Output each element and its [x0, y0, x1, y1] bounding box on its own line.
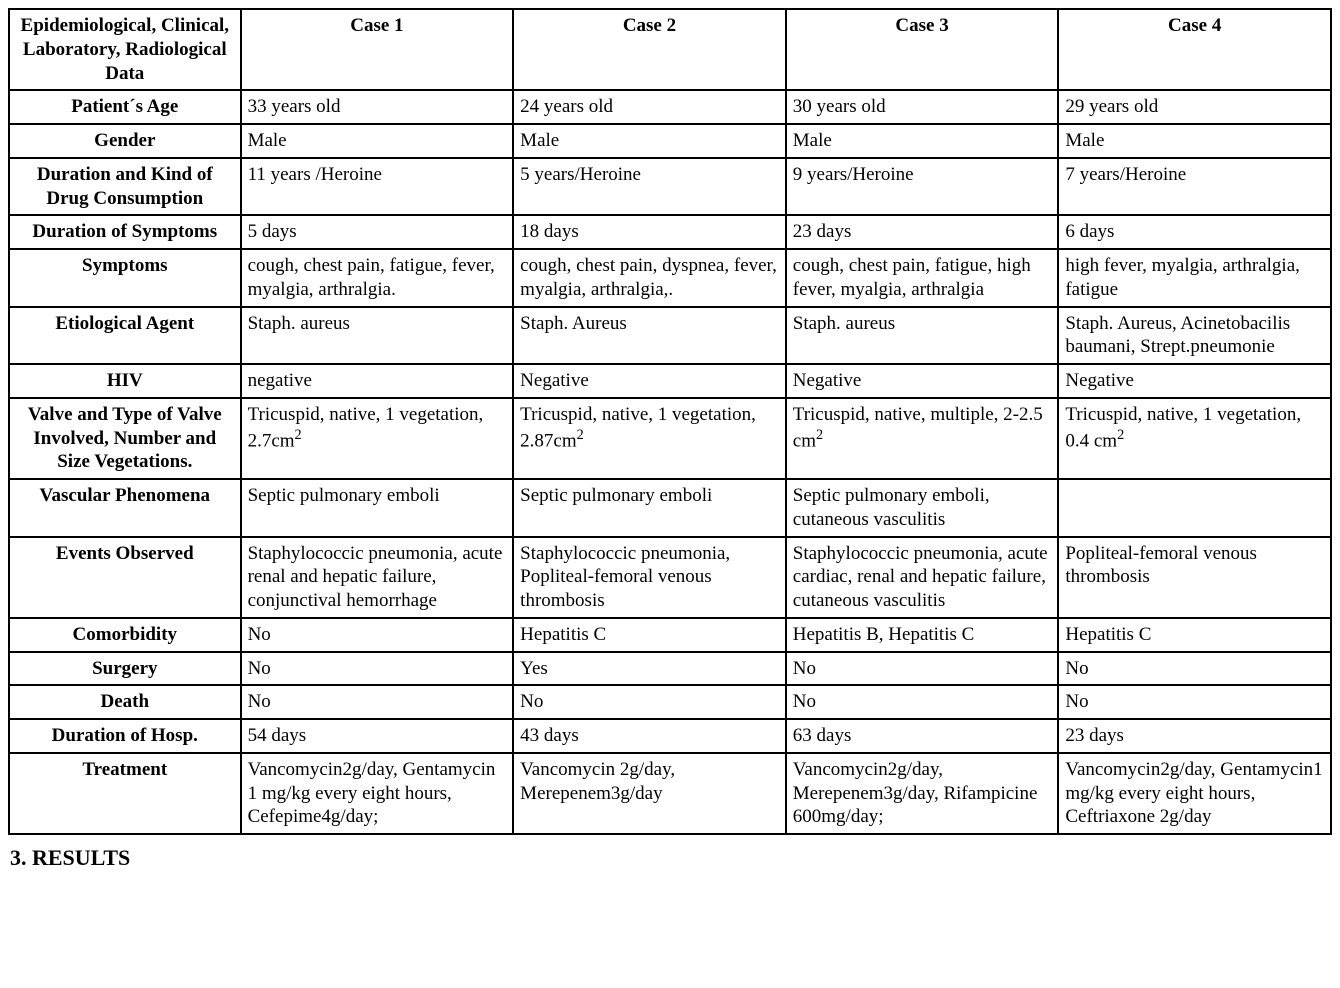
table-cell: No — [241, 685, 514, 719]
row-label: Valve and Type of Valve Involved, Number… — [9, 398, 241, 479]
table-cell: No — [1058, 652, 1331, 686]
table-cell: Staphylococcic pneumonia, acute renal an… — [241, 537, 514, 618]
table-cell: 9 years/Heroine — [786, 158, 1059, 216]
table-cell: Tricuspid, native, multiple, 2-2.5 cm2 — [786, 398, 1059, 479]
table-cell: Vancomycin2g/day, Gentamycin 1 mg/kg eve… — [241, 753, 514, 834]
table-cell: Staph. Aureus, Acinetobacilis baumani, S… — [1058, 307, 1331, 365]
table-cell: Septic pulmonary emboli, cutaneous vascu… — [786, 479, 1059, 537]
table-cell: Male — [513, 124, 786, 158]
table-body: Patient´s Age33 years old24 years old30 … — [9, 90, 1331, 834]
table-row: SurgeryNoYesNoNo — [9, 652, 1331, 686]
table-cell: Negative — [513, 364, 786, 398]
table-cell: No — [241, 618, 514, 652]
table-cell: cough, chest pain, dyspnea, fever, myalg… — [513, 249, 786, 307]
col-header-case4: Case 4 — [1058, 9, 1331, 90]
table-cell: 54 days — [241, 719, 514, 753]
row-label: Death — [9, 685, 241, 719]
table-row: Valve and Type of Valve Involved, Number… — [9, 398, 1331, 479]
row-label: Etiological Agent — [9, 307, 241, 365]
table-cell: 5 days — [241, 215, 514, 249]
clinical-cases-table: Epidemiological, Clinical, Laboratory, R… — [8, 8, 1332, 835]
table-header-row: Epidemiological, Clinical, Laboratory, R… — [9, 9, 1331, 90]
table-cell: Septic pulmonary emboli — [241, 479, 514, 537]
row-label: Duration and Kind of Drug Consumption — [9, 158, 241, 216]
table-cell: Staph. aureus — [241, 307, 514, 365]
table-cell: 63 days — [786, 719, 1059, 753]
table-row: Etiological AgentStaph. aureusStaph. Aur… — [9, 307, 1331, 365]
table-cell: 6 days — [1058, 215, 1331, 249]
col-header-data: Epidemiological, Clinical, Laboratory, R… — [9, 9, 241, 90]
table-cell: Male — [1058, 124, 1331, 158]
table-cell: Negative — [786, 364, 1059, 398]
table-cell: No — [786, 685, 1059, 719]
table-row: DeathNoNoNoNo — [9, 685, 1331, 719]
table-cell: Hepatitis C — [513, 618, 786, 652]
table-cell: cough, chest pain, fatigue, high fever, … — [786, 249, 1059, 307]
table-row: Vascular PhenomenaSeptic pulmonary embol… — [9, 479, 1331, 537]
table-row: Duration of Hosp.54 days43 days63 days23… — [9, 719, 1331, 753]
table-cell: No — [1058, 685, 1331, 719]
table-cell: 23 days — [1058, 719, 1331, 753]
table-cell: Vancomycin 2g/day, Merepenem3g/day — [513, 753, 786, 834]
row-label: HIV — [9, 364, 241, 398]
table-cell: Popliteal-femoral venous thrombosis — [1058, 537, 1331, 618]
table-cell: Tricuspid, native, 1 vegetation, 2.87cm2 — [513, 398, 786, 479]
table-cell: Staphylococcic pneumonia, Popliteal-femo… — [513, 537, 786, 618]
section-heading-results: 3. RESULTS — [10, 845, 1332, 871]
table-cell: 18 days — [513, 215, 786, 249]
row-label: Surgery — [9, 652, 241, 686]
table-cell: Septic pulmonary emboli — [513, 479, 786, 537]
table-row: Symptomscough, chest pain, fatigue, feve… — [9, 249, 1331, 307]
table-row: ComorbidityNoHepatitis CHepatitis B, Hep… — [9, 618, 1331, 652]
table-cell: 11 years /Heroine — [241, 158, 514, 216]
table-cell: Tricuspid, native, 1 vegetation, 2.7cm2 — [241, 398, 514, 479]
table-cell: 23 days — [786, 215, 1059, 249]
table-cell: 43 days — [513, 719, 786, 753]
table-row: Duration of Symptoms5 days18 days23 days… — [9, 215, 1331, 249]
row-label: Comorbidity — [9, 618, 241, 652]
table-cell: 30 years old — [786, 90, 1059, 124]
table-cell: No — [241, 652, 514, 686]
table-cell: No — [786, 652, 1059, 686]
table-cell: Hepatitis B, Hepatitis C — [786, 618, 1059, 652]
col-header-case2: Case 2 — [513, 9, 786, 90]
table-cell: Staphylococcic pneumonia, acute cardiac,… — [786, 537, 1059, 618]
table-row: Duration and Kind of Drug Consumption11 … — [9, 158, 1331, 216]
table-cell: Negative — [1058, 364, 1331, 398]
row-label: Duration of Symptoms — [9, 215, 241, 249]
table-cell: high fever, myalgia, arthralgia, fatigue — [1058, 249, 1331, 307]
row-label: Gender — [9, 124, 241, 158]
table-row: Events ObservedStaphylococcic pneumonia,… — [9, 537, 1331, 618]
table-cell: 29 years old — [1058, 90, 1331, 124]
table-cell: Staph. aureus — [786, 307, 1059, 365]
table-cell: 33 years old — [241, 90, 514, 124]
table-cell: Vancomycin2g/day, Gentamycin1 mg/kg ever… — [1058, 753, 1331, 834]
table-cell: Vancomycin2g/day, Merepenem3g/day, Rifam… — [786, 753, 1059, 834]
table-cell: Tricuspid, native, 1 vegetation, 0.4 cm2 — [1058, 398, 1331, 479]
table-cell: negative — [241, 364, 514, 398]
row-label: Symptoms — [9, 249, 241, 307]
table-row: Patient´s Age33 years old24 years old30 … — [9, 90, 1331, 124]
table-cell: 5 years/Heroine — [513, 158, 786, 216]
table-row: TreatmentVancomycin2g/day, Gentamycin 1 … — [9, 753, 1331, 834]
table-cell: Male — [241, 124, 514, 158]
row-label: Duration of Hosp. — [9, 719, 241, 753]
col-header-case1: Case 1 — [241, 9, 514, 90]
table-cell: Staph. Aureus — [513, 307, 786, 365]
table-cell: Yes — [513, 652, 786, 686]
row-label: Vascular Phenomena — [9, 479, 241, 537]
table-cell: Male — [786, 124, 1059, 158]
table-row: GenderMaleMaleMaleMale — [9, 124, 1331, 158]
table-cell: 24 years old — [513, 90, 786, 124]
table-cell: cough, chest pain, fatigue, fever, myalg… — [241, 249, 514, 307]
table-cell: No — [513, 685, 786, 719]
table-cell: 7 years/Heroine — [1058, 158, 1331, 216]
table-cell — [1058, 479, 1331, 537]
table-row: HIVnegativeNegativeNegativeNegative — [9, 364, 1331, 398]
row-label: Patient´s Age — [9, 90, 241, 124]
row-label: Treatment — [9, 753, 241, 834]
row-label: Events Observed — [9, 537, 241, 618]
table-cell: Hepatitis C — [1058, 618, 1331, 652]
col-header-case3: Case 3 — [786, 9, 1059, 90]
